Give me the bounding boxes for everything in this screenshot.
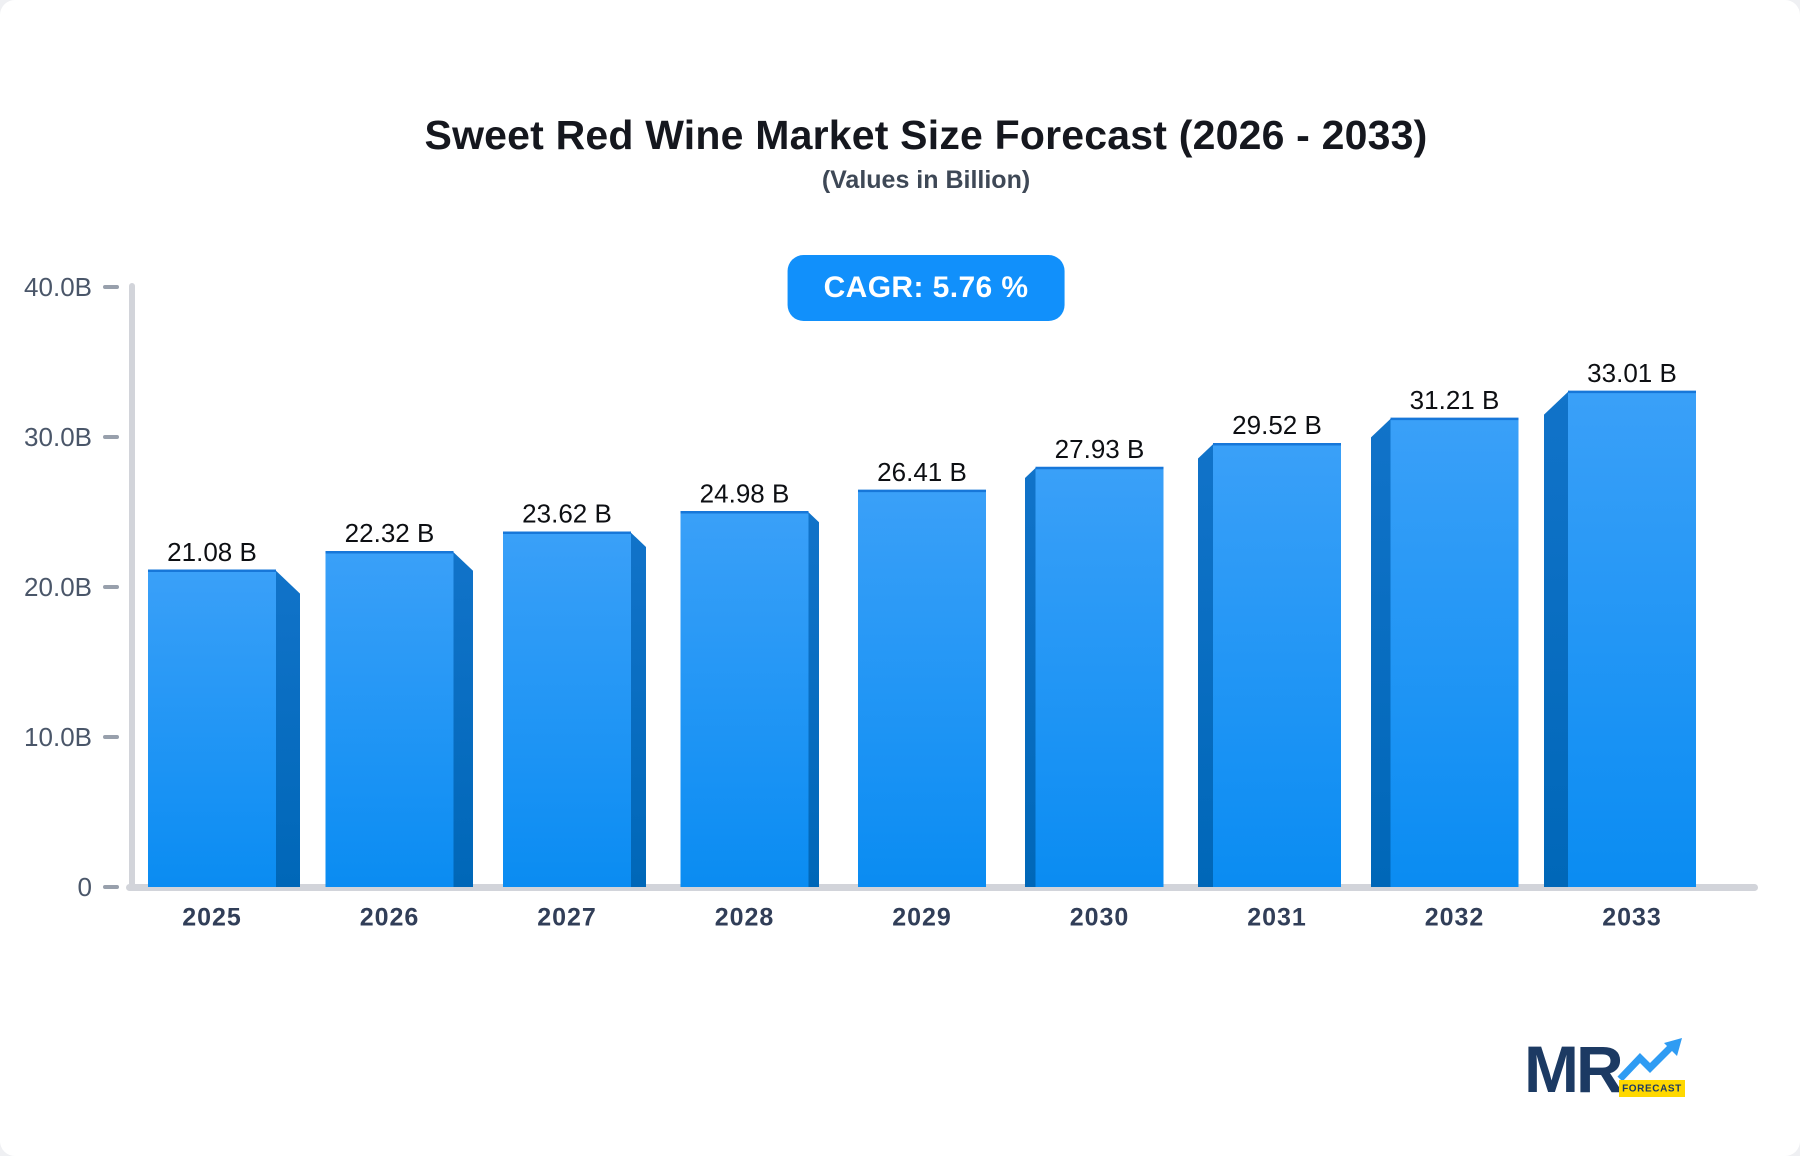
bar-group-2029: 26.41 B 2029 [858, 457, 986, 932]
cagr-badge: CAGR: 5.76 % [787, 255, 1065, 321]
y-tick-label: 20.0B [24, 572, 92, 602]
logo-trend-arrow-icon [1617, 1045, 1673, 1082]
bar-side-face [808, 512, 819, 887]
x-tick-label: 2029 [892, 904, 952, 932]
x-tick-label: 2027 [537, 904, 597, 932]
bar-front-face [1568, 391, 1696, 887]
y-tick-mark [103, 435, 119, 439]
bar-group-2031: 29.52 B 2031 [1198, 410, 1341, 932]
bar-side-face [1025, 468, 1036, 887]
bar-front-face [1213, 444, 1341, 887]
bar-front-face [858, 490, 986, 887]
bar-front-face [503, 532, 631, 887]
y-tick-mark [103, 735, 119, 739]
chart-title: Sweet Red Wine Market Size Forecast (202… [424, 112, 1428, 158]
chart-subtitle: (Values in Billion) [821, 166, 1031, 194]
bar-value-label: 33.01 B [1587, 358, 1677, 388]
bar-value-label: 21.08 B [167, 537, 257, 567]
bar-front-face [148, 570, 276, 887]
bar-value-label: 24.98 B [700, 478, 790, 508]
bar-front-face [1390, 418, 1519, 887]
bar-group-2026: 22.32 B 2026 [325, 518, 473, 932]
y-tick-label: 30.0B [24, 422, 92, 452]
logo-mr-text: MR [1524, 1038, 1623, 1100]
logo-forecast-text: FORECAST [1622, 1084, 1682, 1095]
x-tick-label: 2028 [715, 904, 775, 932]
bar-side-face [276, 570, 300, 887]
x-tick-label: 2030 [1070, 904, 1130, 932]
y-tick-label: 0 [78, 872, 92, 902]
bar-group-2025: 21.08 B 2025 [148, 537, 300, 932]
bar-value-label: 31.21 B [1410, 385, 1500, 415]
x-tick-label: 2025 [182, 904, 242, 932]
logo-arrowhead-icon [1664, 1038, 1682, 1056]
bar-group-2033: 33.01 B 2033 [1544, 358, 1696, 932]
bar-value-label: 23.62 B [522, 499, 612, 529]
bar-value-label: 29.52 B [1232, 410, 1322, 440]
bar-front-face [680, 512, 809, 887]
bar-side-face [631, 532, 646, 887]
y-tick-label: 10.0B [24, 722, 92, 752]
bar-group-2028: 24.98 B 2028 [680, 478, 819, 932]
bar-value-label: 26.41 B [877, 457, 967, 487]
bar-front-face [1035, 468, 1164, 887]
bar-group-2027: 23.62 B 2027 [503, 499, 646, 932]
x-tick-label: 2033 [1602, 904, 1662, 932]
bar-side-face [1371, 418, 1391, 887]
y-tick-mark [103, 585, 119, 589]
x-tick-label: 2032 [1425, 904, 1485, 932]
bar-value-label: 22.32 B [345, 518, 435, 548]
x-tick-label: 2031 [1247, 904, 1307, 932]
bar-group-2030: 27.93 B 2030 [1025, 434, 1164, 932]
bar-side-face [453, 552, 473, 887]
x-tick-label: 2026 [360, 904, 420, 932]
y-tick-label: 40.0B [24, 272, 92, 302]
mr-forecast-logo: MR FORECAST [1524, 1038, 1685, 1100]
bar-side-face [1544, 391, 1568, 887]
cagr-badge-label: CAGR: 5.76 % [823, 271, 1029, 304]
y-axis-line [129, 283, 135, 888]
y-tick-mark [103, 285, 119, 289]
bar-front-face [325, 552, 454, 887]
logo-forecast-box [1619, 1080, 1685, 1097]
y-tick-mark [103, 885, 119, 889]
bar-group-2032: 31.21 B 2032 [1371, 385, 1519, 932]
bar-side-face [1198, 444, 1213, 887]
bar-value-label: 27.93 B [1055, 434, 1145, 464]
